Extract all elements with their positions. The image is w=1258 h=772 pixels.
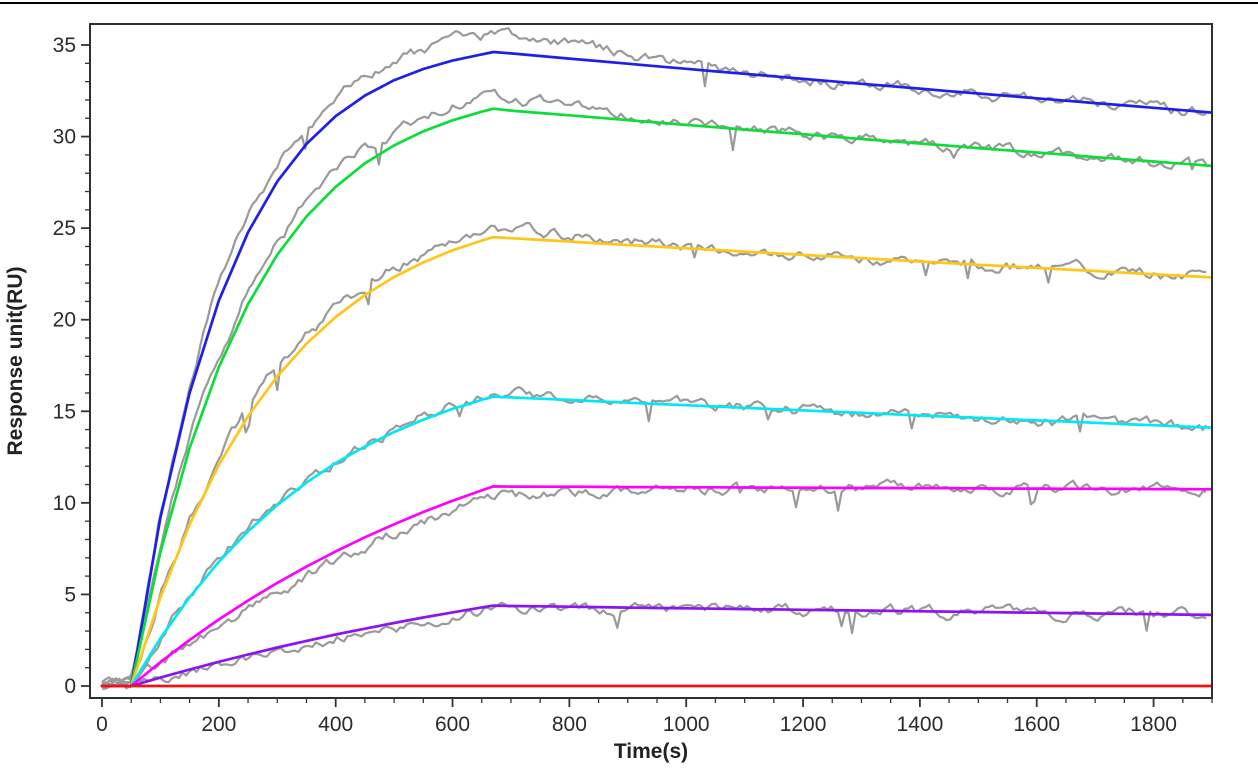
plot-frame <box>89 23 1213 699</box>
curves-layer <box>100 27 1212 690</box>
x-tick-label: 800 <box>552 713 587 736</box>
top-divider-line <box>0 2 1258 4</box>
x-tick-label: 1400 <box>897 713 944 736</box>
y-tick-label: 25 <box>53 217 76 240</box>
y-tick-label: 20 <box>53 309 76 332</box>
fit-curve-2-green <box>100 107 1212 688</box>
y-tick-label: 35 <box>53 34 76 57</box>
axis-tick-labels: 0 200 400 600 800 1000 1200 1400 1600 1800 0 5 10 15 2… <box>53 34 1177 736</box>
y-tick-label: 5 <box>64 583 76 606</box>
x-tick-label: 0 <box>96 713 108 736</box>
fit-curve-5-magenta <box>100 485 1212 688</box>
fit-curve-4-cyan <box>100 395 1212 688</box>
fit-curve-6-purple <box>100 604 1212 688</box>
x-tick-label: 200 <box>201 713 236 736</box>
axis-ticks <box>81 44 1213 707</box>
fit-curve-1-blue <box>100 50 1212 688</box>
x-tick-label: 400 <box>318 713 353 736</box>
x-tick-label: 1000 <box>663 713 710 736</box>
x-tick-label: 1200 <box>780 713 827 736</box>
y-tick-label: 30 <box>53 126 76 149</box>
raw-trace-fit-curve-6-purple <box>101 601 1207 684</box>
y-tick-label: 0 <box>64 675 76 698</box>
y-tick-label: 10 <box>53 492 76 515</box>
x-tick-label: 1800 <box>1130 713 1177 736</box>
y-axis-title: Response unit(RU) <box>4 267 27 456</box>
plot-area <box>90 24 1212 698</box>
raw-trace-fit-curve-1-blue <box>101 27 1207 688</box>
fit-curve-3-yellow <box>100 235 1212 688</box>
x-tick-label: 600 <box>435 713 470 736</box>
x-axis-title: Time(s) <box>614 740 688 763</box>
y-tick-label: 15 <box>53 400 76 423</box>
x-tick-label: 1600 <box>1013 713 1060 736</box>
